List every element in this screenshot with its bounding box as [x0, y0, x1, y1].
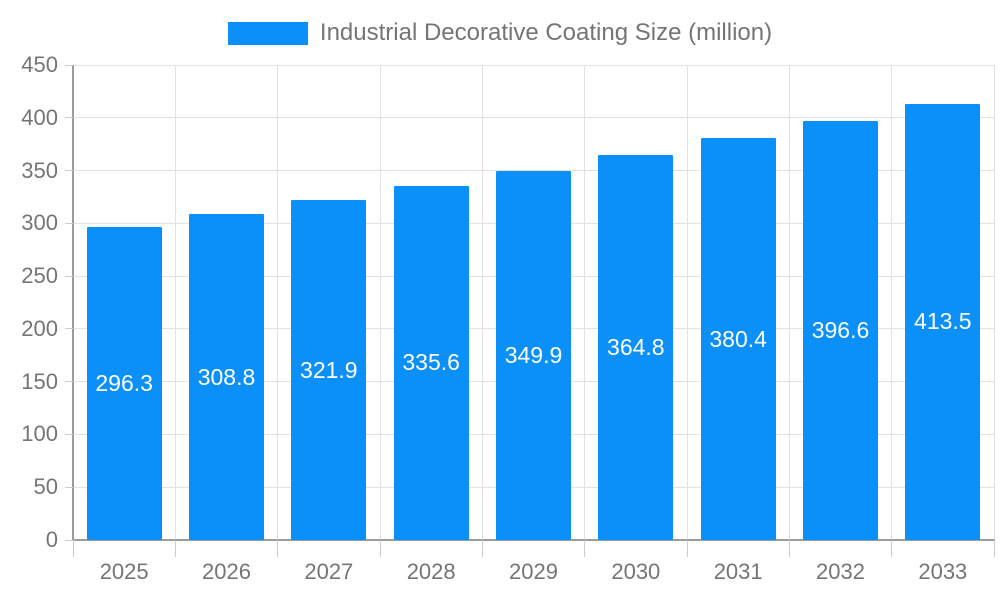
gridline-horizontal — [73, 117, 994, 119]
bar-value-label: 413.5 — [914, 308, 972, 335]
y-axis-label: 350 — [21, 157, 58, 183]
y-axis-tick — [65, 328, 73, 330]
x-axis-tick — [788, 540, 790, 557]
gridline-vertical — [481, 65, 483, 540]
x-axis-tick — [379, 540, 381, 557]
gridline-horizontal — [73, 170, 994, 172]
x-axis-tick — [993, 540, 995, 557]
x-axis-tick — [174, 540, 176, 557]
y-axis-tick — [65, 64, 73, 66]
y-axis-label: 100 — [21, 421, 58, 447]
x-axis-tick — [277, 540, 279, 557]
bar-value-label: 321.9 — [300, 356, 358, 383]
bar-2030[interactable]: 364.8 — [598, 154, 674, 540]
x-axis-label: 2028 — [406, 559, 456, 584]
bar-value-label: 296.3 — [95, 370, 153, 397]
x-axis-label: 2033 — [918, 559, 968, 584]
bar-2027[interactable]: 321.9 — [291, 200, 367, 540]
y-axis-label: 200 — [21, 315, 58, 341]
bar-2029[interactable]: 349.9 — [496, 170, 571, 540]
bar-value-label: 380.4 — [709, 325, 767, 352]
x-axis-label: 2025 — [99, 559, 149, 584]
y-axis-line — [72, 65, 74, 540]
gridline-vertical — [686, 65, 688, 540]
y-axis-tick — [65, 433, 73, 435]
y-axis-label: 0 — [45, 527, 58, 552]
y-axis-tick — [65, 539, 73, 541]
y-axis-label: 400 — [21, 104, 58, 130]
plot-area: 296.3 308.8 321.9 335.6 349.9 364.8 380.4 396.6… — [72, 64, 995, 541]
y-axis-tick — [65, 486, 73, 488]
bar-2031[interactable]: 380.4 — [700, 138, 776, 540]
y-axis-tick — [65, 275, 73, 277]
bar-value-label: 349.9 — [504, 341, 563, 368]
y-axis-label: 250 — [21, 263, 58, 289]
bar-2032[interactable]: 396.6 — [803, 121, 878, 540]
y-axis-label: 450 — [21, 52, 58, 77]
gridline-vertical — [993, 65, 995, 540]
bar-value-label: 364.8 — [607, 333, 665, 360]
x-axis-tick — [584, 540, 586, 557]
bar-value-label: 335.6 — [402, 349, 460, 376]
x-axis-label: 2032 — [816, 559, 865, 584]
gridline-vertical — [584, 65, 586, 540]
x-axis-tick — [686, 540, 688, 557]
x-axis-tick — [72, 540, 74, 557]
bar-2026[interactable]: 308.8 — [189, 214, 264, 540]
bar-value-label: 396.6 — [811, 317, 870, 344]
bar-2028[interactable]: 335.6 — [393, 185, 469, 540]
y-axis-label: 300 — [21, 210, 58, 236]
legend-swatch — [227, 21, 308, 45]
bar-value-label: 308.8 — [197, 363, 256, 390]
bar-2033[interactable]: 413.5 — [905, 103, 981, 540]
gridline-vertical — [891, 65, 893, 540]
x-axis-tick — [891, 540, 893, 557]
y-axis-tick — [65, 117, 73, 119]
x-axis-label: 2029 — [509, 559, 558, 584]
chart-legend[interactable]: Industrial Decorative Coating Size (mill… — [0, 20, 1000, 46]
x-axis-label: 2027 — [304, 559, 354, 584]
x-axis-label: 2030 — [611, 559, 661, 584]
y-axis-label: 50 — [33, 474, 58, 500]
gridline-vertical — [174, 65, 176, 540]
gridline-horizontal — [73, 64, 994, 66]
x-axis-label: 2031 — [713, 559, 763, 584]
legend-label: Industrial Decorative Coating Size (mill… — [319, 19, 773, 46]
y-axis-tick — [65, 381, 73, 383]
x-axis-line — [72, 539, 995, 541]
gridline-vertical — [379, 65, 381, 540]
x-axis-tick — [481, 540, 483, 557]
y-axis-tick — [65, 170, 73, 172]
y-axis-label: 150 — [21, 368, 58, 394]
gridline-vertical — [788, 65, 790, 540]
bar-2025[interactable]: 296.3 — [86, 227, 162, 540]
y-axis-tick — [65, 222, 73, 224]
x-axis-label: 2026 — [202, 559, 251, 584]
gridline-vertical — [277, 65, 279, 540]
